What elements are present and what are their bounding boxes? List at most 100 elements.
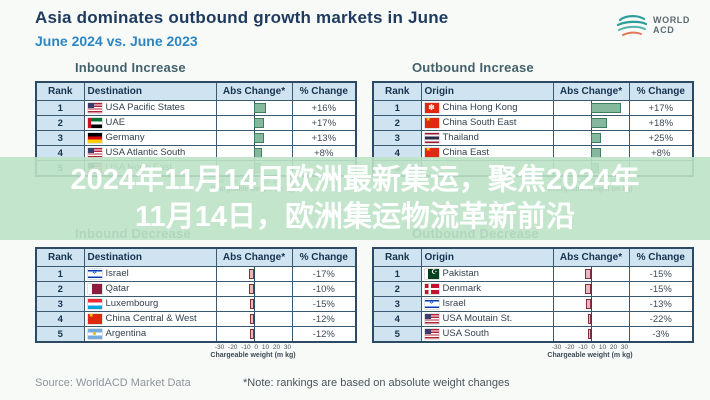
market-name: USA Atlantic South [105, 147, 186, 159]
qa-flag-icon [87, 283, 102, 294]
rank-value: 3 [372, 296, 422, 312]
col-pct-change: % Change [628, 247, 694, 267]
axis-label: Chargeable weight (m kg) [210, 352, 296, 359]
market-name-cell: Qatar [83, 281, 217, 297]
abs-change-bar [584, 284, 591, 294]
pct-change-value: -15% [291, 296, 357, 312]
abs-change-bar [248, 284, 254, 294]
pct-change-value: -12% [291, 326, 357, 343]
abs-change-bar [591, 103, 621, 113]
col-origin: Origin [420, 247, 554, 267]
table-row: 2 UAE +17% [35, 115, 357, 131]
market-name: Qatar [105, 283, 130, 295]
col-origin: Origin [420, 81, 554, 101]
table-row: 5 USA South -3% [372, 326, 694, 343]
rank-value: 3 [35, 130, 85, 146]
table-row: 2 China South East +18% [372, 115, 694, 131]
table-row: 3 Thailand +25% [372, 130, 694, 146]
pct-change-value: -15% [628, 266, 694, 282]
market-name-cell: China South East [420, 115, 554, 131]
rank-value: 4 [35, 311, 85, 327]
worldacd-logo: WORLD ACD [616, 12, 690, 40]
pct-change-value: -10% [291, 281, 357, 297]
table-row: 1 USA Pacific States +16% [35, 100, 357, 116]
market-name-cell: Argentina [83, 326, 217, 343]
table-header-row: Rank Origin Abs Change* % Change [372, 247, 694, 267]
abs-change-bar [591, 118, 607, 128]
market-name-cell: Israel [420, 296, 554, 312]
abs-change-bar-cell [552, 130, 630, 146]
market-name-cell: UAE [83, 115, 217, 131]
abs-change-bar [588, 329, 591, 339]
us-flag-icon [424, 328, 439, 339]
market-name-cell: Israel [83, 266, 217, 282]
pct-change-value: -3% [628, 326, 694, 343]
rank-value: 2 [35, 115, 85, 131]
lu-flag-icon [87, 298, 102, 309]
abs-change-bar [254, 103, 266, 113]
market-name: China South East [442, 117, 517, 129]
rank-value: 3 [372, 130, 422, 146]
rank-value: 2 [372, 115, 422, 131]
table-row: 1 Israel -17% [35, 266, 357, 282]
rank-value: 1 [35, 100, 85, 116]
pct-change-value: -22% [628, 311, 694, 327]
abs-change-bar [254, 118, 265, 128]
logo-word-world: WORLD [653, 15, 690, 26]
x-axis: -30 -20 -10 0 10 20 30 Chargeable weight… [201, 344, 305, 359]
table-row: 4 China Central & West -12% [35, 311, 357, 327]
table-row: 3 Israel -13% [372, 296, 694, 312]
abs-change-bar-cell [552, 281, 630, 297]
table-header-row: Rank Destination Abs Change* % Change [35, 81, 357, 101]
market-name-cell: Pakistan [420, 266, 554, 282]
section-title: Inbound Increase [75, 60, 186, 75]
market-name-cell: USA South [420, 326, 554, 343]
pct-change-value: -17% [291, 266, 357, 282]
market-name: Thailand [442, 132, 479, 144]
market-name: China East [442, 147, 489, 159]
table-header-row: Rank Origin Abs Change* % Change [372, 81, 694, 101]
section-title: Outbound Increase [412, 60, 534, 75]
market-name-cell: USA Moutain St. [420, 311, 554, 327]
axis-ticks: -30 -20 -10 0 10 20 30 [551, 344, 629, 351]
table-row: 2 Denmark -15% [372, 281, 694, 297]
hk-flag-icon [424, 102, 439, 113]
market-name: Denmark [442, 283, 482, 295]
cn-flag-icon [424, 117, 439, 128]
page-subtitle: June 2024 vs. June 2023 [35, 33, 198, 49]
abs-change-bar-cell [215, 130, 293, 146]
market-name: USA Pacific States [105, 102, 185, 114]
caption-line-2: 11月14日，欧洲集运物流革新前沿 [135, 200, 575, 233]
market-name: Israel [442, 298, 466, 310]
abs-change-bar-cell [552, 100, 630, 116]
logo-wordmark: WORLD ACD [653, 15, 690, 36]
footnote-text: *Note: rankings are based on absolute we… [243, 377, 510, 389]
market-name: Israel [105, 268, 129, 280]
abs-change-bar [584, 269, 591, 279]
pct-change-value: +16% [291, 100, 357, 116]
rank-value: 5 [35, 326, 85, 343]
pct-change-value: -13% [628, 296, 694, 312]
market-name: Luxembourg [105, 298, 159, 310]
abs-change-bar [250, 314, 254, 324]
page-title: Asia dominates outbound growth markets i… [35, 8, 449, 27]
table-header-row: Rank Destination Abs Change* % Change [35, 247, 357, 267]
col-pct-change: % Change [628, 81, 694, 101]
abs-change-bar [250, 299, 254, 309]
abs-change-bar-cell [215, 100, 293, 116]
rank-value: 1 [372, 100, 422, 116]
market-name-cell: China Central & West [83, 311, 217, 327]
col-abs-change: Abs Change* [215, 247, 293, 267]
market-name-cell: China Hong Kong [420, 100, 554, 116]
market-name-cell: Denmark [420, 281, 554, 297]
abs-change-bar [591, 133, 602, 143]
us-flag-icon [87, 147, 102, 158]
pct-change-value: +13% [291, 130, 357, 146]
market-name: Argentina [105, 328, 147, 340]
rank-value: 2 [35, 281, 85, 297]
abs-change-bar-cell [552, 311, 630, 327]
col-abs-change: Abs Change* [215, 81, 293, 101]
col-rank: Rank [372, 81, 422, 101]
rank-value: 1 [35, 266, 85, 282]
section-outbound-decrease: Outbound Decrease Rank Origin Abs Change… [372, 226, 694, 359]
